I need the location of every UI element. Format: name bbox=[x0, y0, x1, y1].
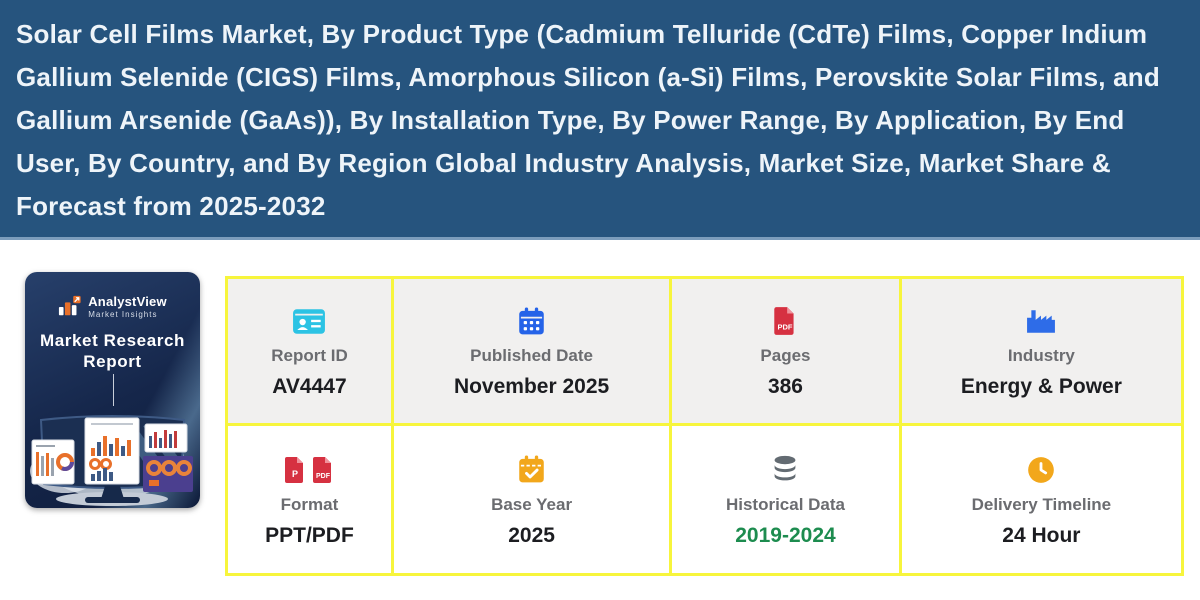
info-value: 2019-2024 bbox=[735, 523, 836, 547]
svg-text:PDF: PDF bbox=[316, 473, 331, 480]
info-cell-industry: Industry Energy & Power bbox=[901, 279, 1181, 426]
thumbnail-caption: Market Research Report bbox=[25, 330, 200, 372]
info-cell-report-id: Report ID AV4447 bbox=[228, 279, 394, 426]
info-cell-base-year: Base Year 2025 bbox=[393, 426, 673, 573]
info-value: 24 Hour bbox=[1002, 523, 1081, 547]
logo-text: AnalystView Market Insights bbox=[88, 294, 167, 319]
info-value: 2025 bbox=[508, 523, 555, 547]
info-label: Historical Data bbox=[725, 494, 845, 514]
brand-subtitle: Market Insights bbox=[88, 310, 158, 319]
database-icon bbox=[771, 454, 799, 486]
svg-text:P: P bbox=[292, 469, 298, 479]
info-cell-published-date: Published Date November 2025 bbox=[393, 279, 673, 426]
calendar-check-icon bbox=[518, 454, 545, 486]
analystview-logo: AnalystView Market Insights bbox=[25, 294, 200, 319]
info-cell-historical-data: Historical Data 2019-2024 bbox=[672, 426, 902, 573]
logo-barchart-icon bbox=[59, 295, 81, 315]
info-label: Report ID bbox=[271, 346, 348, 365]
calendar-icon bbox=[518, 305, 545, 337]
info-value: PPT/PDF bbox=[265, 523, 354, 547]
clock-icon bbox=[1027, 454, 1055, 486]
id-card-icon bbox=[292, 305, 326, 337]
info-label: Format bbox=[280, 494, 339, 514]
info-label: Base Year bbox=[491, 494, 573, 514]
report-summary-section: AnalystView Market Insights Market Resea… bbox=[0, 240, 1200, 597]
info-label: Delivery Timeline bbox=[971, 494, 1112, 514]
info-cell-format: P PDF Format PPT/PDF bbox=[228, 426, 394, 573]
report-thumbnail: AnalystView Market Insights Market Resea… bbox=[25, 272, 200, 508]
info-cell-pages: PDF Pages 386 bbox=[672, 279, 902, 426]
report-info-grid: Report ID AV4447 Published Date November… bbox=[225, 276, 1184, 576]
title-banner: Solar Cell Films Market, By Product Type… bbox=[0, 0, 1200, 240]
info-cell-delivery-timeline: Delivery Timeline 24 Hour bbox=[901, 426, 1181, 573]
caption-line-1: Market Research bbox=[39, 331, 186, 350]
monitor-illustration-icon bbox=[30, 415, 193, 506]
info-value: AV4447 bbox=[272, 375, 347, 398]
ppt-pdf-files-icon: P PDF bbox=[284, 454, 334, 486]
factory-icon bbox=[1026, 305, 1056, 337]
pdf-file-icon: PDF bbox=[773, 305, 797, 337]
info-value: November 2025 bbox=[453, 375, 610, 398]
caption-line-2: Report bbox=[83, 352, 142, 371]
caption-pointer-line bbox=[112, 374, 114, 406]
info-label: Pages bbox=[760, 346, 811, 365]
info-label: Published Date bbox=[470, 346, 593, 365]
svg-text:PDF: PDF bbox=[778, 323, 793, 332]
info-label: Industry bbox=[1007, 346, 1075, 365]
info-value: 386 bbox=[767, 375, 803, 398]
brand-name: AnalystView bbox=[88, 294, 167, 309]
page-title: Solar Cell Films Market, By Product Type… bbox=[16, 19, 1160, 221]
info-value: Energy & Power bbox=[960, 375, 1122, 398]
